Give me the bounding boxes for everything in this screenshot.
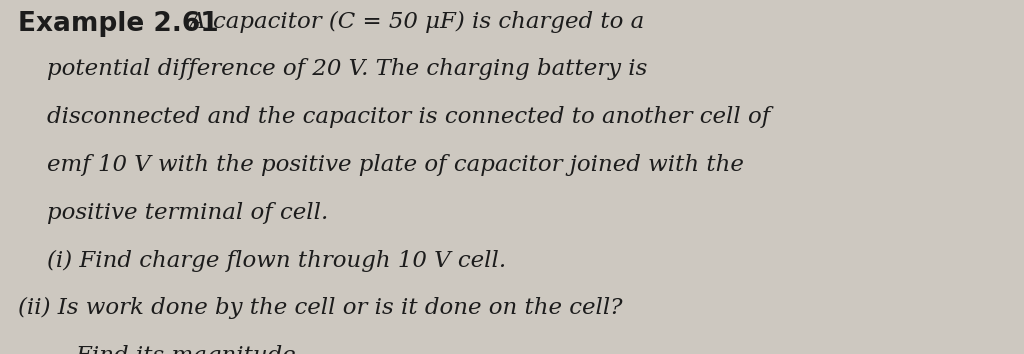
Text: (i) Find charge flown through 10 V cell.: (i) Find charge flown through 10 V cell. — [18, 250, 507, 272]
Text: A capacitor (C = 50 μF) is charged to a: A capacitor (C = 50 μF) is charged to a — [182, 11, 644, 33]
Text: potential difference of 20 V. The charging battery is: potential difference of 20 V. The chargi… — [18, 58, 648, 80]
Text: positive terminal of cell.: positive terminal of cell. — [18, 202, 329, 224]
Text: emf 10 V with the positive plate of capacitor joined with the: emf 10 V with the positive plate of capa… — [18, 154, 744, 176]
Text: disconnected and the capacitor is connected to another cell of: disconnected and the capacitor is connec… — [18, 106, 771, 128]
Text: Example 2.61: Example 2.61 — [18, 11, 219, 36]
Text: (ii) Is work done by the cell or is it done on the cell?: (ii) Is work done by the cell or is it d… — [18, 297, 623, 319]
Text: Find its magnitude.: Find its magnitude. — [18, 345, 303, 354]
